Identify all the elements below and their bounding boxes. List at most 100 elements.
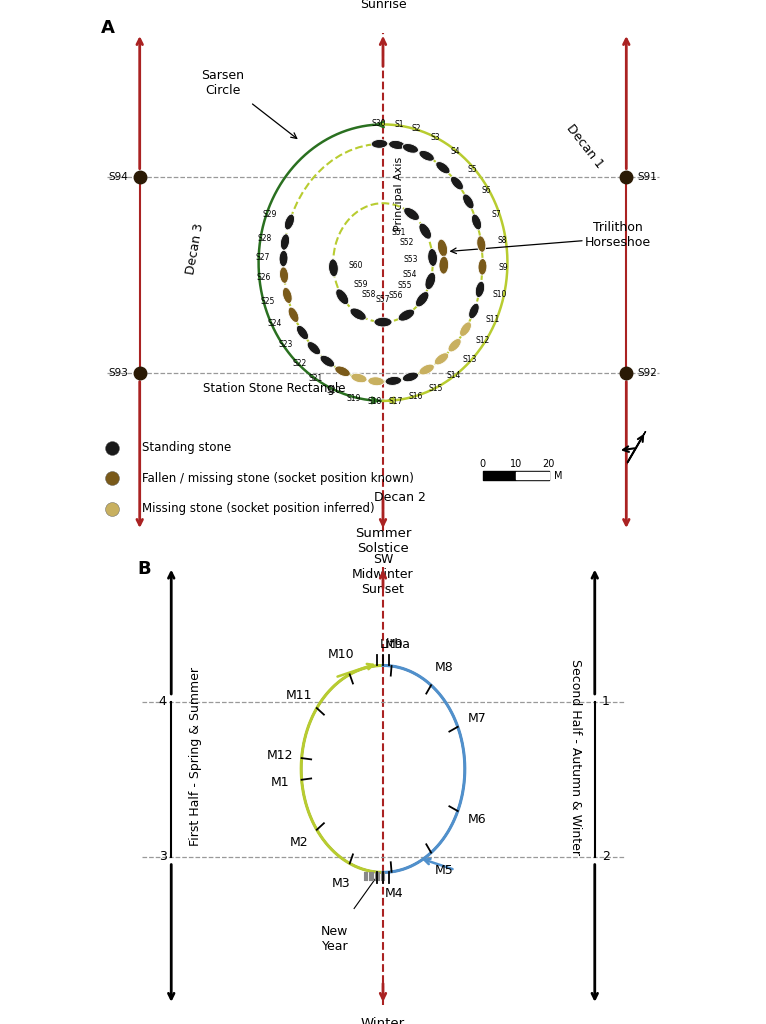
Ellipse shape	[404, 208, 420, 220]
Text: S20: S20	[327, 386, 342, 394]
Text: S15: S15	[428, 384, 443, 392]
Text: S1: S1	[395, 120, 404, 129]
Ellipse shape	[398, 309, 414, 322]
Text: Principal Axis: Principal Axis	[394, 157, 404, 230]
Text: S24: S24	[267, 319, 282, 329]
Text: M7: M7	[468, 712, 487, 725]
Ellipse shape	[419, 223, 431, 240]
Text: S21: S21	[309, 374, 323, 383]
Ellipse shape	[463, 194, 474, 209]
Ellipse shape	[336, 289, 349, 304]
Text: Winter
Solstice: Winter Solstice	[357, 1017, 409, 1024]
Ellipse shape	[368, 377, 385, 386]
Polygon shape	[627, 431, 646, 465]
Ellipse shape	[280, 267, 289, 284]
Text: S9: S9	[499, 263, 508, 272]
Text: Litha: Litha	[379, 638, 411, 651]
Text: S5: S5	[467, 165, 477, 174]
Text: M10: M10	[328, 648, 354, 662]
Ellipse shape	[388, 140, 405, 150]
Ellipse shape	[419, 365, 434, 375]
Ellipse shape	[475, 282, 485, 298]
Ellipse shape	[296, 326, 309, 340]
Ellipse shape	[460, 322, 471, 337]
Text: 2: 2	[602, 850, 610, 863]
Text: S2: S2	[411, 124, 421, 133]
Ellipse shape	[436, 162, 450, 174]
Text: S52: S52	[399, 239, 414, 248]
Ellipse shape	[439, 256, 449, 274]
Text: S25: S25	[260, 297, 274, 305]
Text: M1: M1	[270, 775, 290, 788]
Text: Decan 1: Decan 1	[564, 122, 606, 171]
Text: M5: M5	[434, 863, 453, 877]
Text: S94: S94	[109, 172, 129, 182]
Text: M2: M2	[290, 836, 309, 849]
Text: NE
Midsummer
Sunrise: NE Midsummer Sunrise	[346, 0, 420, 11]
Text: M8: M8	[434, 662, 453, 674]
Text: S18: S18	[368, 397, 381, 407]
Text: S11: S11	[486, 315, 500, 324]
Ellipse shape	[402, 372, 418, 382]
Text: S30: S30	[372, 119, 386, 128]
Text: S57: S57	[376, 296, 390, 304]
Ellipse shape	[329, 259, 339, 276]
Text: Fallen / missing stone (socket position known): Fallen / missing stone (socket position …	[142, 472, 414, 484]
Ellipse shape	[284, 214, 294, 230]
Text: Sarsen
Circle: Sarsen Circle	[201, 69, 244, 97]
Text: S14: S14	[447, 371, 461, 380]
Text: S28: S28	[257, 233, 272, 243]
Ellipse shape	[288, 307, 299, 323]
Ellipse shape	[476, 236, 486, 252]
Text: 3: 3	[159, 850, 167, 863]
Text: Station Stone Rectangle: Station Stone Rectangle	[203, 382, 345, 394]
Text: M12: M12	[267, 750, 293, 762]
Ellipse shape	[427, 249, 437, 266]
Text: Standing stone: Standing stone	[142, 441, 231, 455]
Text: M3: M3	[332, 877, 350, 890]
Text: S10: S10	[493, 290, 507, 299]
Ellipse shape	[425, 272, 436, 290]
Text: S54: S54	[402, 269, 417, 279]
Text: M4: M4	[385, 887, 403, 900]
Text: 1: 1	[602, 695, 610, 709]
Text: Trilithon
Horseshoe: Trilithon Horseshoe	[584, 221, 651, 249]
Ellipse shape	[351, 374, 367, 383]
Text: S59: S59	[353, 280, 368, 289]
Ellipse shape	[472, 214, 482, 230]
Text: S26: S26	[256, 272, 270, 282]
Text: S58: S58	[362, 291, 376, 299]
Ellipse shape	[372, 139, 388, 148]
Text: M9: M9	[385, 638, 403, 651]
Text: S51: S51	[391, 227, 406, 237]
Ellipse shape	[419, 151, 434, 161]
Text: S92: S92	[637, 369, 657, 378]
Text: S27: S27	[256, 253, 270, 262]
Text: SW
Midwinter
Sunset: SW Midwinter Sunset	[352, 553, 414, 596]
Text: S17: S17	[388, 397, 403, 406]
Ellipse shape	[402, 143, 418, 154]
Ellipse shape	[415, 292, 429, 307]
Text: S12: S12	[476, 336, 489, 345]
Text: 10: 10	[509, 459, 522, 469]
Text: S7: S7	[491, 210, 501, 219]
Text: S56: S56	[388, 291, 403, 300]
Text: S6: S6	[481, 186, 491, 196]
Ellipse shape	[437, 240, 447, 257]
Text: S23: S23	[279, 340, 293, 349]
Text: S19: S19	[347, 393, 361, 402]
Text: B: B	[138, 559, 151, 578]
Text: 0: 0	[480, 459, 486, 469]
Text: M: M	[555, 471, 563, 480]
Text: First Half - Spring & Summer: First Half - Spring & Summer	[188, 668, 201, 847]
Text: S13: S13	[463, 355, 476, 365]
Text: S93: S93	[109, 369, 129, 378]
Text: M11: M11	[286, 689, 313, 701]
Ellipse shape	[283, 288, 292, 303]
Text: S4: S4	[450, 146, 460, 156]
Text: S91: S91	[637, 172, 657, 182]
Text: 4: 4	[159, 695, 166, 709]
Text: 20: 20	[542, 459, 555, 469]
Text: M6: M6	[468, 813, 487, 826]
Text: S29: S29	[263, 210, 277, 219]
